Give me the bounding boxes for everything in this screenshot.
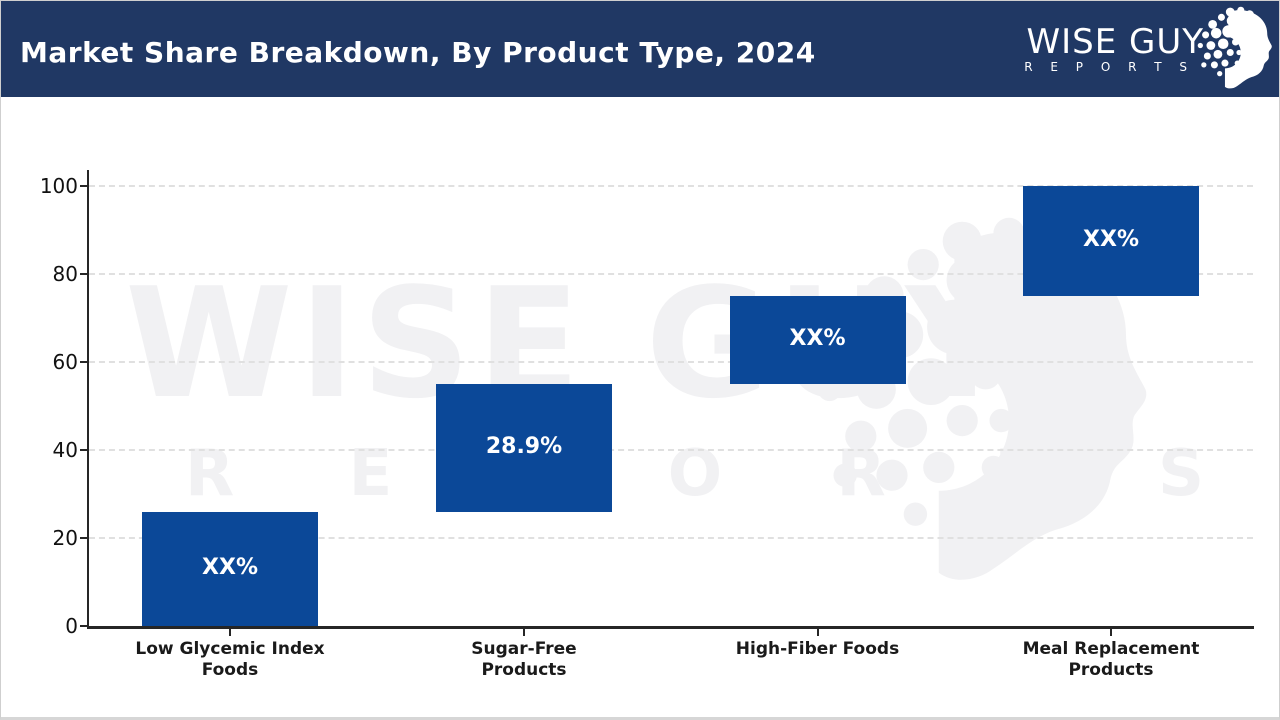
bar-value-label: XX% xyxy=(789,326,846,352)
y-tick-label-20: 20 xyxy=(52,526,78,550)
y-tick-mark-80 xyxy=(80,273,87,275)
logo-reports-text: R E P O R T S xyxy=(1024,60,1194,74)
category-label-2: Sugar-Free Products xyxy=(471,639,577,680)
bar-value-label: XX% xyxy=(202,554,258,580)
page-title: Market Share Breakdown, By Product Type,… xyxy=(20,36,816,69)
category-label-3: High-Fiber Foods xyxy=(735,639,900,659)
x-tick-mark-3 xyxy=(816,629,819,636)
bar-value-label: 28.9% xyxy=(485,434,563,460)
y-tick-label-0: 0 xyxy=(65,614,78,638)
y-tick-mark-60 xyxy=(80,361,87,363)
bar-1: XX% xyxy=(142,511,318,626)
y-tick-label-40: 40 xyxy=(52,438,78,462)
brand-logo: WISE GUY R E P O R T S xyxy=(1022,0,1272,97)
x-axis-line xyxy=(87,626,1254,629)
gridline-40 xyxy=(89,449,1253,451)
bar-4: XX% xyxy=(1023,186,1199,297)
y-tick-mark-0 xyxy=(80,625,87,627)
header-bar: Market Share Breakdown, By Product Type,… xyxy=(0,0,1280,97)
gridline-60 xyxy=(89,361,1253,363)
x-tick-mark-4 xyxy=(1110,629,1112,636)
category-label-1: Low Glycemic Index Foods xyxy=(135,639,325,680)
y-tick-label-60: 60 xyxy=(52,350,78,374)
y-tick-label-100: 100 xyxy=(39,174,78,198)
category-label-4: Meal Replacement Products xyxy=(1022,639,1200,680)
bar-3: XX% xyxy=(729,296,906,385)
y-tick-mark-40 xyxy=(80,449,87,451)
y-tick-mark-100 xyxy=(80,185,87,187)
y-tick-mark-20 xyxy=(80,537,87,539)
bar-value-label: XX% xyxy=(1083,227,1139,253)
gridline-100 xyxy=(89,185,1253,187)
bar-2: 28.9% xyxy=(436,384,612,512)
gridline-20 xyxy=(89,537,1253,539)
x-tick-mark-1 xyxy=(229,629,231,636)
logo-head-icon xyxy=(1197,6,1272,89)
y-axis-line xyxy=(87,170,89,627)
y-tick-label-80: 80 xyxy=(52,262,78,286)
logo-brand-text: WISE GUY xyxy=(1026,22,1204,62)
gridline-80 xyxy=(89,273,1253,275)
x-tick-mark-2 xyxy=(523,629,525,636)
